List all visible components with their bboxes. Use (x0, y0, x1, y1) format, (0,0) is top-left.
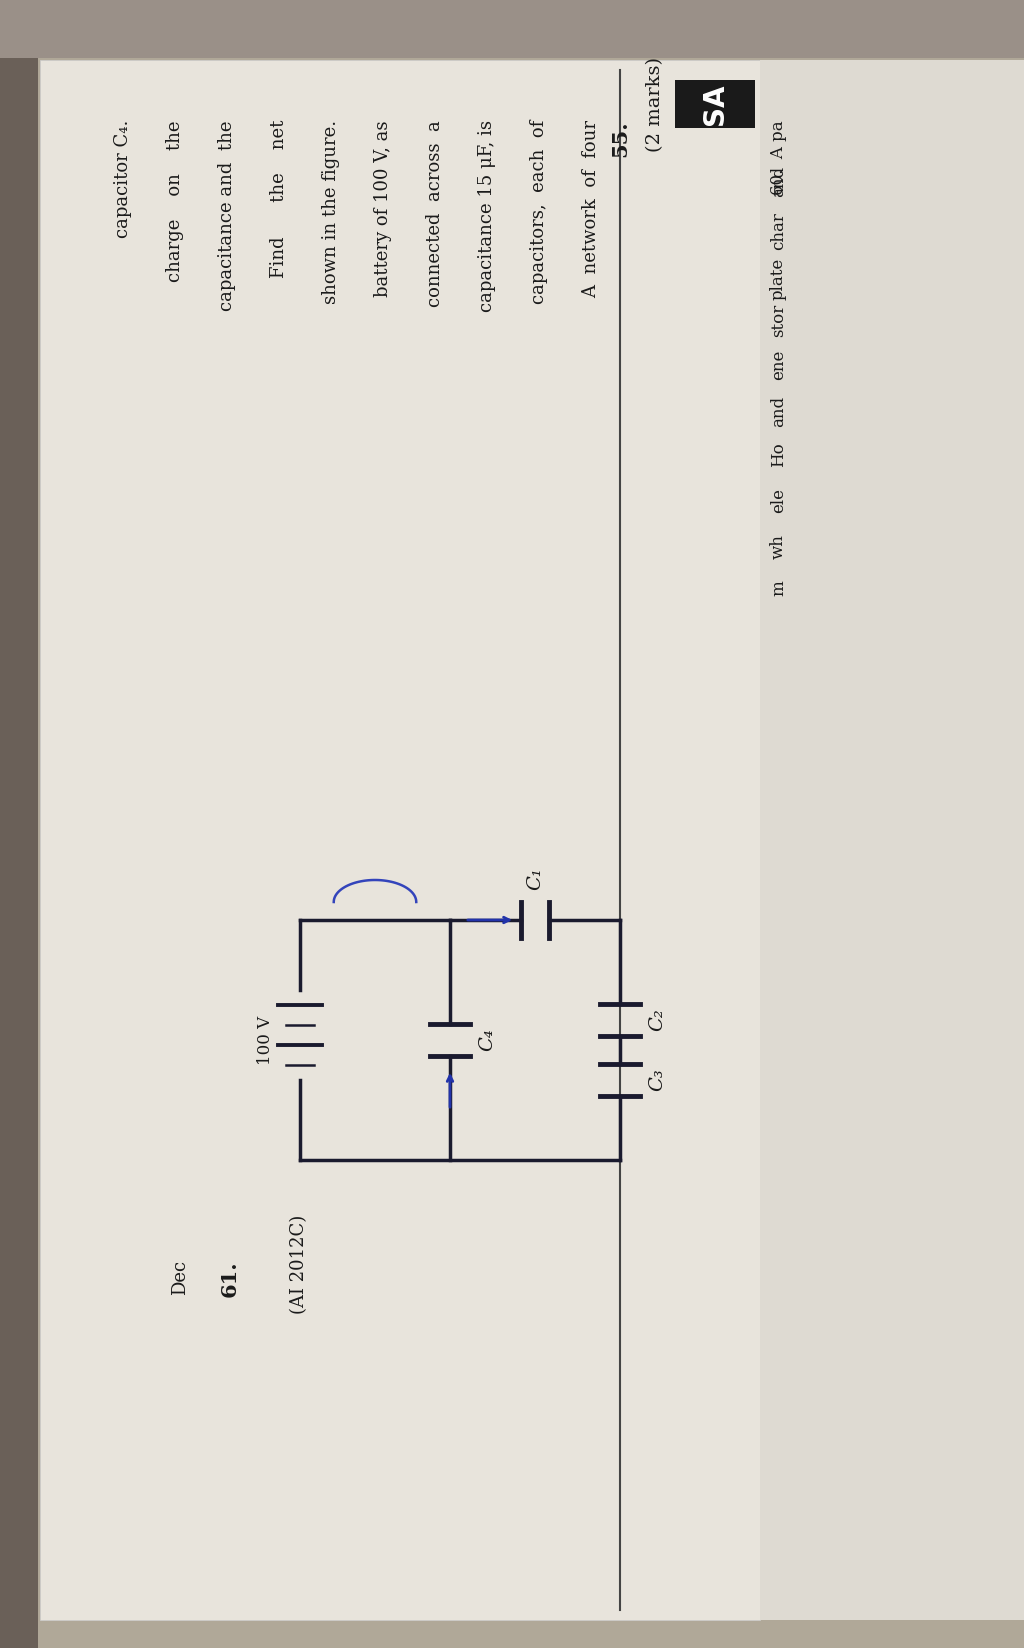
Text: connected  across  a: connected across a (426, 120, 444, 307)
Text: Find      the    net: Find the net (270, 120, 288, 279)
Text: 55.: 55. (610, 120, 630, 157)
Text: C₁: C₁ (526, 867, 544, 890)
Text: C₂: C₂ (648, 1009, 666, 1032)
Bar (0, 0, 1024, 58)
Text: Ho: Ho (770, 442, 787, 466)
Text: plate: plate (770, 259, 787, 300)
Text: and: and (770, 396, 787, 427)
Text: ene: ene (770, 349, 787, 381)
Text: 100 V: 100 V (256, 1015, 273, 1065)
Bar (40, 59, 760, 1620)
Text: C₃: C₃ (648, 1068, 666, 1091)
Text: m: m (770, 580, 787, 595)
Text: char: char (770, 213, 787, 250)
Text: A  network  of  four: A network of four (582, 120, 600, 298)
Text: ele: ele (770, 488, 787, 513)
Text: stor: stor (770, 303, 787, 338)
Bar (675, 81, 755, 129)
Text: battery of 100 V, as: battery of 100 V, as (374, 120, 392, 297)
Text: 60.  A pa: 60. A pa (770, 120, 787, 194)
Text: Dec: Dec (171, 1261, 189, 1295)
Text: (AI 2012C): (AI 2012C) (290, 1215, 308, 1313)
Text: C₄: C₄ (478, 1028, 496, 1051)
Text: and: and (770, 166, 787, 198)
Text: capacitor C₄.: capacitor C₄. (114, 120, 132, 239)
Text: 61.: 61. (220, 1261, 240, 1297)
Bar (0, 0, 38, 1648)
Text: capacitance and  the: capacitance and the (218, 120, 236, 310)
Text: charge    on    the: charge on the (166, 120, 184, 282)
Text: capacitors,  each  of: capacitors, each of (530, 120, 548, 305)
Text: SA: SA (701, 84, 729, 125)
Text: capacitance 15 μF, is: capacitance 15 μF, is (478, 120, 496, 311)
Bar (760, 59, 1024, 1620)
Text: shown in the figure.: shown in the figure. (322, 120, 340, 305)
Text: wh: wh (770, 534, 787, 559)
Text: (2 marks): (2 marks) (646, 56, 664, 152)
